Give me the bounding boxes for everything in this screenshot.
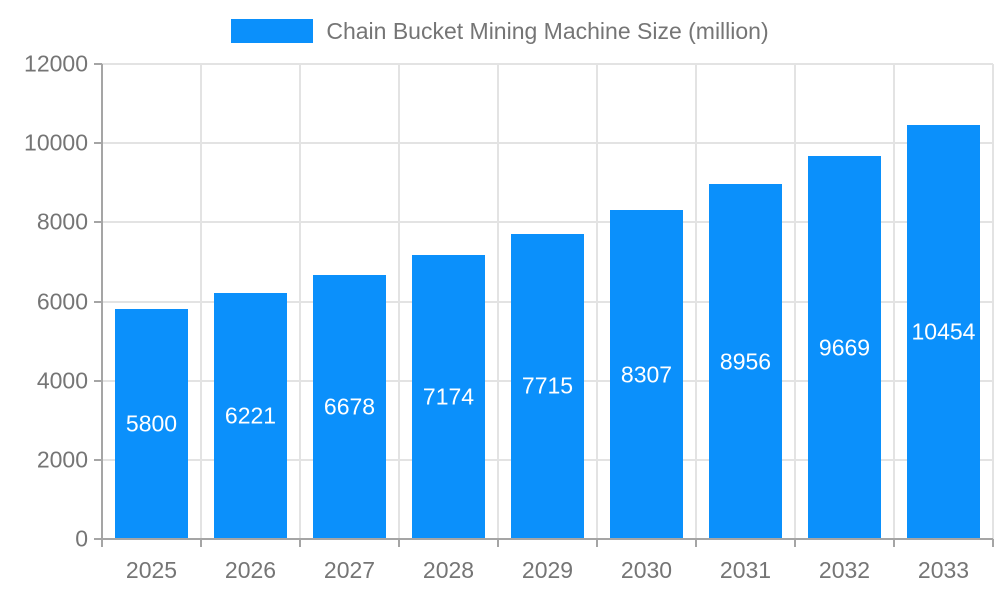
y-axis-tick [94,300,102,303]
legend-swatch [231,19,314,43]
y-axis-tick [94,63,102,65]
x-axis-tick-label: 2027 [323,557,376,583]
y-axis-tick-label: 12000 [24,50,88,77]
gridline-vertical [992,64,994,539]
bar-value-label: 9669 [818,334,871,361]
bar-value-label: 8956 [719,348,772,375]
x-axis-tick-label: 2026 [224,557,277,583]
y-axis-tick-label: 6000 [36,288,88,314]
bar-2029[interactable] [511,233,584,538]
gridline-vertical [200,64,202,539]
bar-value-label: 7174 [422,383,475,410]
x-axis-tick-label: 2029 [521,557,574,583]
gridline-vertical [893,64,895,539]
legend[interactable]: Chain Bucket Mining Machine Size (millio… [0,17,1000,45]
gridline-vertical [695,64,697,539]
gridline-vertical [794,64,796,539]
x-axis-tick [992,539,994,547]
bar-value-label: 7715 [521,372,574,399]
legend-label: Chain Bucket Mining Machine Size (millio… [326,18,769,44]
x-axis-tick-label: 2032 [818,557,871,583]
bar-2028[interactable] [412,255,485,538]
bar-2030[interactable] [610,210,683,538]
y-axis-tick [94,142,102,145]
gridline-horizontal [102,63,993,65]
x-axis-tick [596,539,598,547]
x-axis-tick-label: 2031 [719,557,772,583]
y-axis-tick [94,379,102,382]
x-axis-tick-label: 2030 [620,557,673,583]
x-axis-tick [695,539,697,547]
bar-2032[interactable] [808,156,881,538]
bar-2025[interactable] [115,309,188,538]
x-axis-tick-label: 2025 [125,557,178,583]
x-axis-tick [299,539,301,547]
x-axis-tick [200,539,202,547]
gridline-vertical [398,64,400,539]
x-axis-tick [398,539,400,547]
gridline-vertical [299,64,301,539]
gridline-vertical [497,64,499,539]
x-axis-tick [101,539,103,547]
bar-value-label: 8307 [620,361,673,388]
x-axis-tick [893,539,895,547]
bar-2033[interactable] [907,125,980,538]
bar-value-label: 6678 [323,393,376,420]
x-axis-tick-label: 2028 [422,557,475,583]
bar-value-label: 6221 [224,402,277,429]
gridline-horizontal [102,142,993,145]
y-axis-tick-label: 4000 [36,367,88,394]
bar-value-label: 5800 [125,410,178,437]
bar-2027[interactable] [313,274,386,538]
x-axis-line [94,538,993,540]
y-axis-tick [94,221,102,224]
bar-2031[interactable] [709,184,782,538]
x-axis-tick-label: 2033 [917,557,970,583]
gridline-horizontal [102,221,993,224]
y-axis-tick-label: 2000 [36,446,88,473]
bar-value-label: 10454 [911,318,976,345]
bar-2026[interactable] [214,292,287,538]
y-axis-tick-label: 10000 [24,129,88,156]
y-axis-line [101,64,103,539]
x-axis-tick [497,539,499,547]
x-axis-tick [794,539,796,547]
y-axis-tick-label: 8000 [36,208,88,235]
y-axis-tick [94,458,102,461]
y-axis-tick-label: 0 [75,525,88,552]
gridline-vertical [596,64,598,539]
